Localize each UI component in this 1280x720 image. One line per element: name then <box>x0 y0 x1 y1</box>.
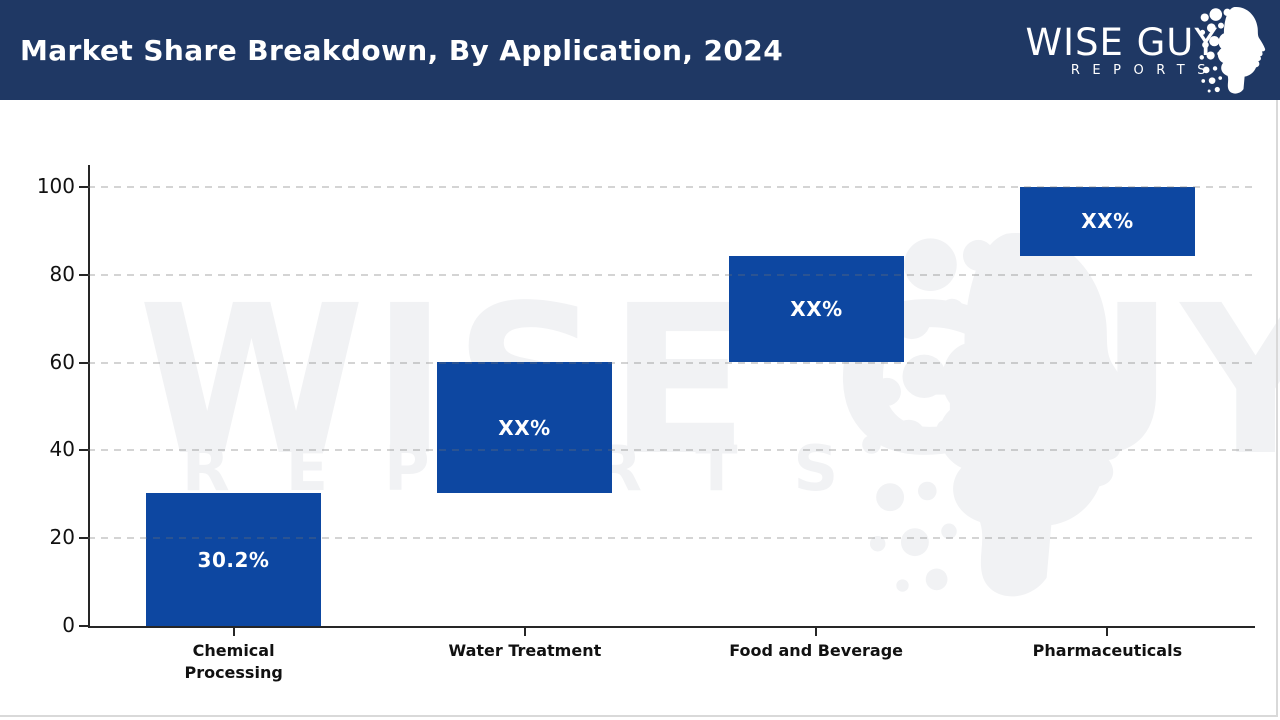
brand-logo-text: WISE GUY REPORTS <box>1026 24 1218 77</box>
x-tick-mark <box>233 628 235 636</box>
brand-head-icon <box>1199 7 1266 94</box>
brand-logo: WISE GUY REPORTS <box>1026 0 1272 100</box>
y-tick-mark <box>79 361 88 364</box>
header-bar: Market Share Breakdown, By Application, … <box>0 0 1280 100</box>
y-tick-label: 20 <box>49 525 75 550</box>
gridline <box>88 185 1253 188</box>
y-tick-label: 80 <box>49 261 75 286</box>
watermark-brand-text: WISE GUY <box>138 261 1280 501</box>
bar-segment: 30.2% <box>146 493 321 626</box>
bar-value-label: XX% <box>790 296 843 321</box>
gridline <box>88 273 1253 276</box>
gridline <box>88 361 1253 364</box>
y-tick-label: 100 <box>36 173 75 198</box>
brand-name: WISE GUY <box>1025 20 1218 64</box>
y-tick-mark <box>79 537 88 540</box>
y-tick-mark <box>79 625 88 627</box>
brand-subtitle: REPORTS <box>1070 62 1218 78</box>
bar-segment: XX% <box>437 362 612 494</box>
x-category-label: Chemical Processing <box>184 641 283 682</box>
y-tick-mark <box>79 449 88 452</box>
x-category-label: Water Treatment <box>448 641 602 660</box>
x-tick-mark <box>1106 628 1108 636</box>
bar-value-label: XX% <box>1081 209 1134 234</box>
bottom-border <box>0 715 1278 717</box>
x-category-label: Pharmaceuticals <box>1032 641 1183 660</box>
gridline <box>88 449 1253 452</box>
y-tick-label: 40 <box>49 437 75 462</box>
bar-value-label: 30.2% <box>197 547 270 572</box>
x-category-label: Food and Beverage <box>729 641 904 660</box>
x-axis-line <box>88 626 1255 628</box>
y-axis-line <box>88 165 90 628</box>
bar-segment: XX% <box>729 255 904 363</box>
y-tick-label: 60 <box>49 349 75 374</box>
bar-value-label: XX% <box>498 415 551 440</box>
y-tick-mark <box>79 185 88 188</box>
x-tick-mark <box>524 628 526 636</box>
bar-segment: XX% <box>1020 186 1195 256</box>
page-title: Market Share Breakdown, By Application, … <box>20 33 784 67</box>
right-border <box>1276 100 1278 716</box>
y-tick-label: 0 <box>62 613 75 637</box>
y-tick-mark <box>79 273 88 276</box>
x-tick-mark <box>815 628 817 636</box>
gridline <box>88 537 1253 540</box>
